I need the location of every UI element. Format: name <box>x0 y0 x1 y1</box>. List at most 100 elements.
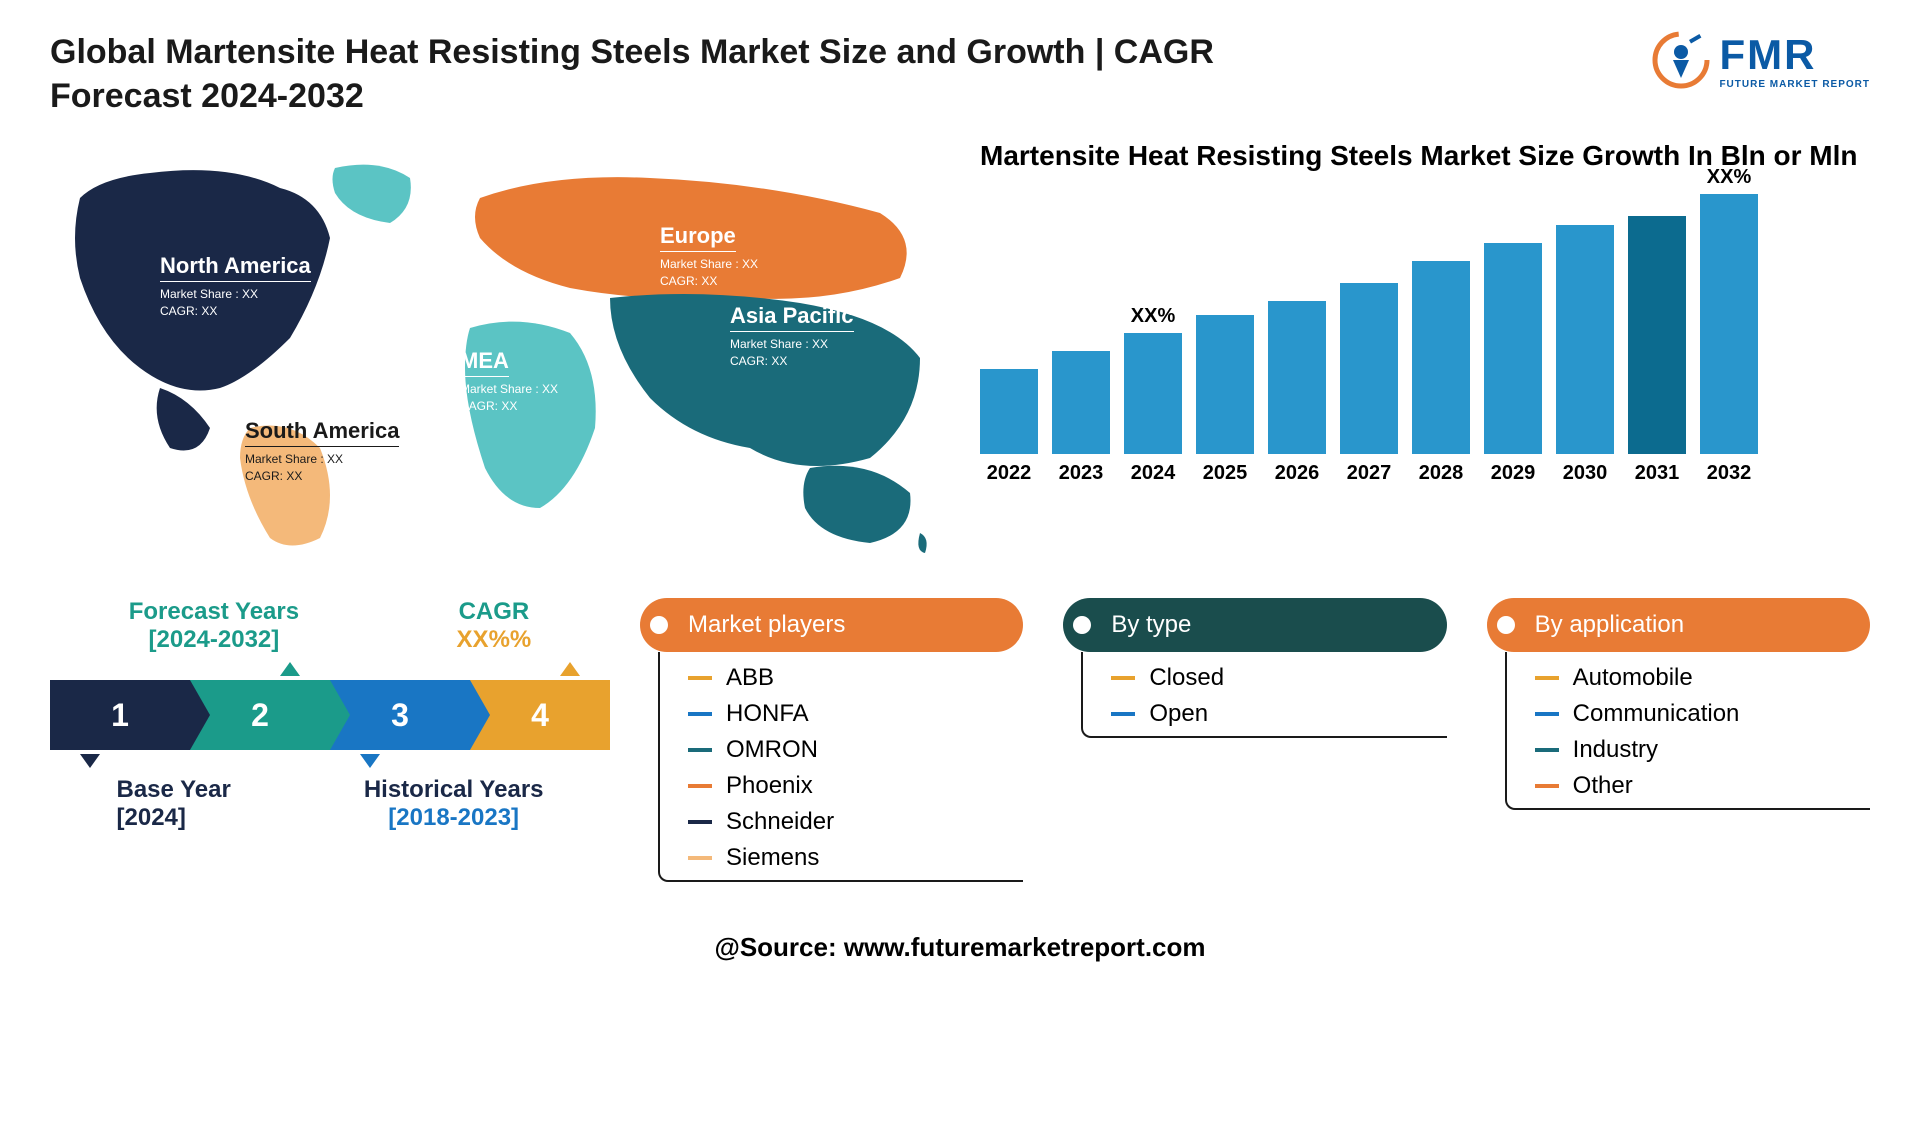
forecast-years-label: Forecast Years [2024-2032] <box>129 598 299 654</box>
source-attribution: @Source: www.futuremarketreport.com <box>50 932 1870 963</box>
pill-col-by-application: By application Automobile Communication Ind… <box>1487 598 1870 882</box>
logo-main: FMR <box>1719 31 1870 79</box>
pill-header: Market players <box>640 598 1023 652</box>
dash-icon <box>688 820 712 824</box>
bar <box>1124 333 1182 454</box>
pill-frame: Closed Open <box>1081 652 1446 738</box>
arrow-up-icon <box>280 662 300 676</box>
base-year-label: Base Year [2024] <box>117 776 231 832</box>
bar-pct-label: XX% <box>1707 166 1751 189</box>
dash-icon <box>688 856 712 860</box>
timeline-segment-2: 2 <box>190 680 330 750</box>
arrow-down-icon <box>80 754 100 768</box>
bar-year-label: 2028 <box>1419 462 1464 485</box>
logo-icon <box>1651 30 1711 90</box>
bar-col-2022: 2022 <box>980 369 1038 485</box>
dash-icon <box>688 784 712 788</box>
bar <box>1268 301 1326 453</box>
timeline-segment-4: 4 <box>470 680 610 750</box>
region-label-mea: MEAMarket Share : XXCAGR: XX <box>460 348 558 415</box>
pill-item: Other <box>1535 772 1870 800</box>
bottom-row: Forecast Years [2024-2032] CAGR XX%% 123… <box>50 598 1870 882</box>
timeline-top-labels: Forecast Years [2024-2032] CAGR XX%% <box>50 598 610 654</box>
bar-col-2026: 2026 <box>1268 301 1326 484</box>
bar-col-2023: 2023 <box>1052 351 1110 485</box>
pill-col-market-players: Market players ABB HONFA OMRON Phoenix Schnei… <box>640 598 1023 882</box>
pill-item: HONFA <box>688 700 1023 728</box>
pill-item: Closed <box>1111 664 1446 692</box>
bar-col-2030: 2030 <box>1556 225 1614 485</box>
pill-item-label: Phoenix <box>726 772 813 800</box>
dash-icon <box>1535 676 1559 680</box>
pill-col-by-type: By type Closed Open <box>1063 598 1446 882</box>
timeline-bottom-labels: Base Year [2024] Historical Years [2018-… <box>50 776 610 832</box>
world-map: North AmericaMarket Share : XXCAGR: XXSo… <box>50 138 950 558</box>
pill-item-label: Schneider <box>726 808 834 836</box>
header-row: Global Martensite Heat Resisting Steels … <box>50 30 1870 118</box>
bar-col-2027: 2027 <box>1340 283 1398 484</box>
bar <box>1196 315 1254 454</box>
bar-year-label: 2032 <box>1707 462 1752 485</box>
pill-item-label: Other <box>1573 772 1633 800</box>
bar <box>1484 243 1542 454</box>
bar-col-2029: 2029 <box>1484 243 1542 485</box>
dash-icon <box>688 676 712 680</box>
region-label-asia-pacific: Asia PacificMarket Share : XXCAGR: XX <box>730 303 854 370</box>
pill-item-label: HONFA <box>726 700 809 728</box>
bar-col-2024: XX%2024 <box>1124 333 1182 485</box>
bar-col-2028: 2028 <box>1412 261 1470 485</box>
dot-icon <box>1073 616 1091 634</box>
pill-header: By application <box>1487 598 1870 652</box>
pill-item: Schneider <box>688 808 1023 836</box>
cagr-label: CAGR XX%% <box>457 598 532 654</box>
historical-years-label: Historical Years [2018-2023] <box>364 776 544 832</box>
dash-icon <box>1111 676 1135 680</box>
logo: FMR FUTURE MARKET REPORT <box>1651 30 1870 90</box>
timeline-arrows-bottom <box>50 754 610 768</box>
bar <box>1052 351 1110 454</box>
pill-item: OMRON <box>688 736 1023 764</box>
pill-item-label: Industry <box>1573 736 1658 764</box>
pill-item: Communication <box>1535 700 1870 728</box>
logo-text: FMR FUTURE MARKET REPORT <box>1719 31 1870 90</box>
timeline-segment-3: 3 <box>330 680 470 750</box>
pill-item-label: Closed <box>1149 664 1224 692</box>
dash-icon <box>1535 748 1559 752</box>
bar-year-label: 2026 <box>1275 462 1320 485</box>
pill-item-label: Communication <box>1573 700 1740 728</box>
bar-year-label: 2023 <box>1059 462 1104 485</box>
dash-icon <box>1111 712 1135 716</box>
region-label-north-america: North AmericaMarket Share : XXCAGR: XX <box>160 253 311 320</box>
pill-item-label: Open <box>1149 700 1208 728</box>
timeline-arrows-top <box>50 662 610 676</box>
bar <box>1628 216 1686 454</box>
pill-item-label: Automobile <box>1573 664 1693 692</box>
pill-item: Industry <box>1535 736 1870 764</box>
bar <box>1412 261 1470 454</box>
pill-item: Phoenix <box>688 772 1023 800</box>
bar-chart-section: Martensite Heat Resisting Steels Market … <box>980 138 1870 558</box>
dash-icon <box>1535 784 1559 788</box>
bar-year-label: 2030 <box>1563 462 1608 485</box>
pill-item: ABB <box>688 664 1023 692</box>
pill-header: By type <box>1063 598 1446 652</box>
timeline: Forecast Years [2024-2032] CAGR XX%% 123… <box>50 598 610 832</box>
bar <box>980 369 1038 454</box>
bar <box>1556 225 1614 454</box>
bar-year-label: 2029 <box>1491 462 1536 485</box>
pill-frame: ABBHONFAOMRONPhoenixSchneiderSiemens <box>658 652 1023 882</box>
pill-section: Market players ABB HONFA OMRON Phoenix Schnei… <box>640 598 1870 882</box>
dot-icon <box>1497 616 1515 634</box>
bar-year-label: 2025 <box>1203 462 1248 485</box>
bar-year-label: 2022 <box>987 462 1032 485</box>
bar-col-2032: XX%2032 <box>1700 194 1758 485</box>
dash-icon <box>1535 712 1559 716</box>
content-row: North AmericaMarket Share : XXCAGR: XXSo… <box>50 138 1870 558</box>
bar <box>1700 194 1758 454</box>
pill-title: By type <box>1111 611 1191 639</box>
bar-col-2031: 2031 <box>1628 216 1686 485</box>
bar-chart: 2022 2023 XX%2024 2025 2026 2027 2028 2029 2030 2… <box>980 185 1870 485</box>
region-label-europe: EuropeMarket Share : XXCAGR: XX <box>660 223 758 290</box>
pill-item: Automobile <box>1535 664 1870 692</box>
arrow-up-icon <box>560 662 580 676</box>
